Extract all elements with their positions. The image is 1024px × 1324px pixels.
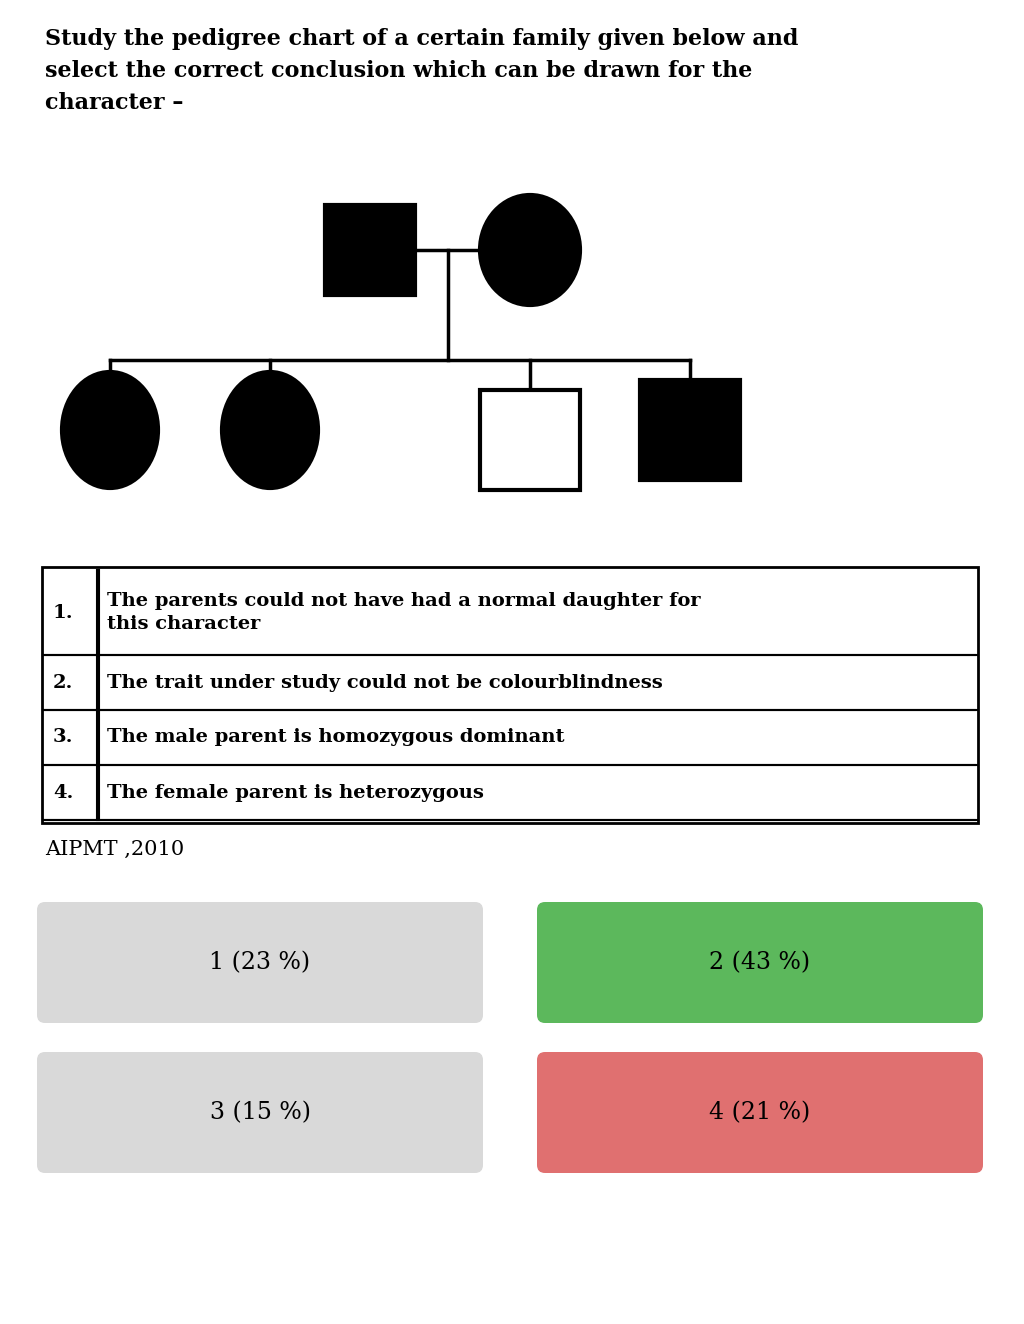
Text: Study the pedigree chart of a certain family given below and
select the correct : Study the pedigree chart of a certain fa… (45, 28, 799, 114)
Ellipse shape (62, 372, 158, 489)
Ellipse shape (222, 372, 318, 489)
FancyBboxPatch shape (37, 1053, 483, 1173)
Text: 4.: 4. (53, 784, 74, 801)
Bar (42, 567, 978, 824)
FancyBboxPatch shape (537, 902, 983, 1023)
Text: 4 (21 %): 4 (21 %) (710, 1102, 811, 1124)
Bar (640, 380, 740, 481)
Text: 1.: 1. (53, 604, 74, 621)
Bar (325, 205, 415, 295)
Text: The male parent is homozygous dominant: The male parent is homozygous dominant (106, 728, 564, 747)
Text: 1 (23 %): 1 (23 %) (210, 951, 310, 974)
FancyBboxPatch shape (37, 902, 483, 1023)
Text: 3.: 3. (53, 728, 74, 747)
Bar (45, 571, 975, 820)
Text: AIPMT ,2010: AIPMT ,2010 (45, 839, 184, 859)
FancyBboxPatch shape (537, 1053, 983, 1173)
Text: 2.: 2. (53, 674, 74, 691)
Text: The parents could not have had a normal daughter for
this character: The parents could not have had a normal … (106, 592, 700, 633)
Text: The female parent is heterozygous: The female parent is heterozygous (106, 784, 484, 801)
Text: 3 (15 %): 3 (15 %) (210, 1102, 310, 1124)
Text: 2 (43 %): 2 (43 %) (710, 951, 811, 974)
Text: The trait under study could not be colourblindness: The trait under study could not be colou… (106, 674, 663, 691)
Ellipse shape (480, 195, 580, 305)
Bar (480, 391, 580, 490)
